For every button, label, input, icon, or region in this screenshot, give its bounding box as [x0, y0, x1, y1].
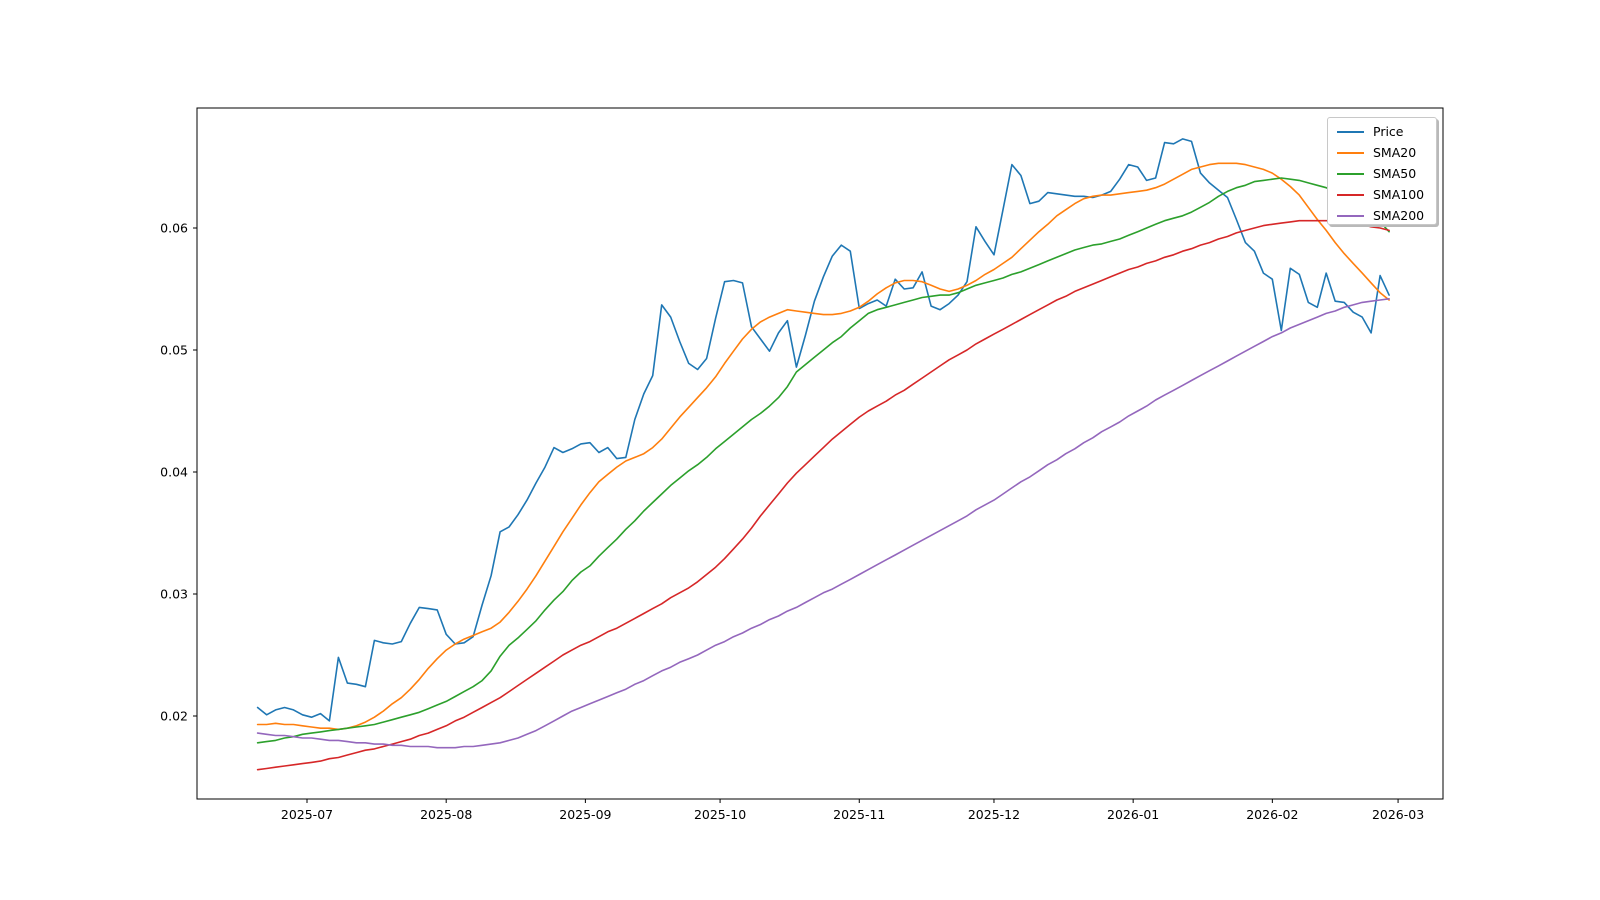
x-tick-label: 2026-02 — [1246, 807, 1298, 822]
legend-label: SMA50 — [1373, 166, 1417, 181]
y-tick-label: 0.06 — [160, 221, 188, 236]
legend-label: SMA20 — [1373, 145, 1417, 160]
series-line-sma20 — [256, 162, 1390, 731]
y-tick-label: 0.03 — [160, 587, 188, 602]
legend-line-sample-sma50 — [1337, 172, 1364, 175]
x-tick-label: 2025-09 — [559, 807, 611, 822]
series-line-sma100 — [256, 219, 1390, 771]
series-line-sma200 — [256, 297, 1390, 749]
legend-label: SMA200 — [1373, 208, 1425, 223]
y-tick-label: 0.02 — [160, 709, 188, 724]
x-tick-label: 2025-12 — [968, 807, 1020, 822]
series-line-price — [256, 138, 1390, 722]
x-tick-label: 2025-08 — [420, 807, 472, 822]
x-tick-label: 2025-11 — [833, 807, 885, 822]
plot-border — [196, 107, 1444, 800]
y-tick-label: 0.05 — [160, 343, 188, 358]
series-line-sma50 — [256, 177, 1390, 744]
legend-label: Price — [1373, 124, 1404, 139]
x-tick-label: 2026-03 — [1372, 807, 1424, 822]
legend-line-sample-sma20 — [1337, 151, 1364, 154]
legend-entry-sma200: SMA200 — [1328, 205, 1436, 226]
x-tick-label: 2025-10 — [694, 807, 746, 822]
legend-entry-sma100: SMA100 — [1328, 184, 1436, 205]
legend-entry-price: Price — [1328, 121, 1436, 142]
legend-entry-sma50: SMA50 — [1328, 163, 1436, 184]
x-tick-label: 2025-07 — [281, 807, 333, 822]
legend-line-sample-sma200 — [1337, 214, 1364, 217]
y-tick-label: 0.04 — [160, 465, 188, 480]
legend-line-sample-price — [1337, 130, 1364, 133]
legend-line-sample-sma100 — [1337, 193, 1364, 196]
x-tick-label: 2026-01 — [1107, 807, 1159, 822]
legend-entry-sma20: SMA20 — [1328, 142, 1436, 163]
legend-label: SMA100 — [1373, 187, 1425, 202]
legend: Price SMA20 SMA50 SMA100 SMA200 — [1327, 117, 1437, 225]
